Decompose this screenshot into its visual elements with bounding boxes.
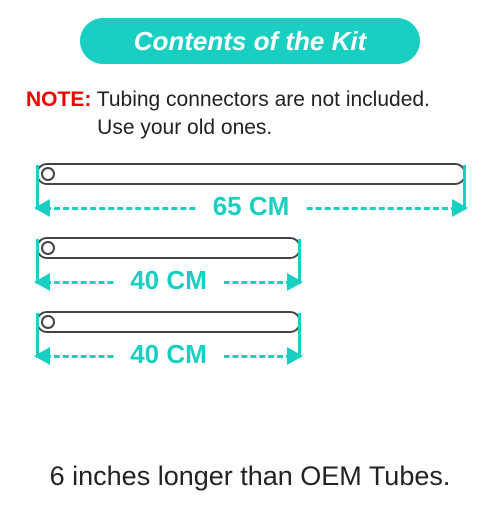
tube-1 bbox=[36, 163, 466, 185]
dim-arrow-right-icon bbox=[287, 273, 303, 291]
tube-3 bbox=[36, 311, 301, 333]
tube-group-3: 40 CM bbox=[36, 311, 500, 375]
dim-label-3: 40 CM bbox=[114, 339, 224, 370]
title-banner: Contents of the Kit bbox=[80, 18, 420, 64]
dim-label-2: 40 CM bbox=[114, 265, 224, 296]
dim-label-1: 65 CM bbox=[196, 191, 306, 222]
dimension-2: 40 CM bbox=[36, 261, 301, 301]
tubes-container: 65 CM 40 CM 40 CM bbox=[0, 163, 500, 375]
note-label: NOTE: bbox=[26, 88, 91, 111]
dim-arrow-left-icon bbox=[34, 199, 50, 217]
tube-group-2: 40 CM bbox=[36, 237, 500, 301]
note-block: NOTE: Tubing connectors are not included… bbox=[26, 86, 500, 143]
dimension-3: 40 CM bbox=[36, 335, 301, 375]
dim-arrow-right-icon bbox=[452, 199, 468, 217]
footer-text: 6 inches longer than OEM Tubes. bbox=[0, 461, 500, 492]
dimension-1: 65 CM bbox=[36, 187, 466, 227]
dim-arrow-left-icon bbox=[34, 273, 50, 291]
dim-arrow-left-icon bbox=[34, 347, 50, 365]
tube-2 bbox=[36, 237, 301, 259]
note-line1: Tubing connectors are not included. bbox=[97, 88, 430, 111]
note-line2: Use your old ones. bbox=[97, 116, 272, 139]
dim-arrow-right-icon bbox=[287, 347, 303, 365]
tube-group-1: 65 CM bbox=[36, 163, 500, 227]
